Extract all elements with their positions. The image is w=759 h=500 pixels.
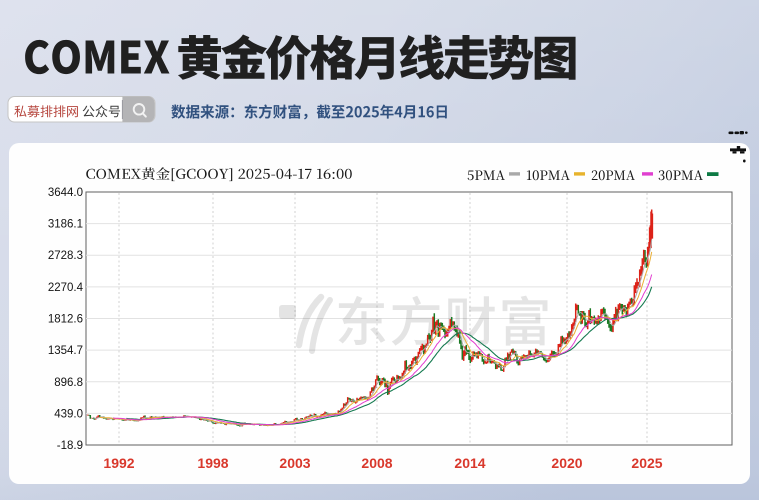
svg-text:2020: 2020 [551,455,582,471]
svg-text:439.0: 439.0 [54,408,83,420]
svg-text:3644.0: 3644.0 [48,187,83,199]
svg-text:1998: 1998 [197,455,228,471]
svg-text:2008: 2008 [361,455,392,471]
svg-text:2728.3: 2728.3 [48,250,83,262]
svg-text:-18.9: -18.9 [57,440,83,452]
svg-text:2003: 2003 [279,455,310,471]
svg-text:1354.7: 1354.7 [48,345,83,357]
svg-text:2014: 2014 [454,455,485,471]
svg-text:1812.6: 1812.6 [48,314,83,326]
svg-text:896.8: 896.8 [54,377,83,389]
svg-text:2025: 2025 [631,455,662,471]
svg-text:2270.4: 2270.4 [48,282,84,294]
svg-text:3186.1: 3186.1 [48,219,83,231]
svg-text:1992: 1992 [103,455,134,471]
